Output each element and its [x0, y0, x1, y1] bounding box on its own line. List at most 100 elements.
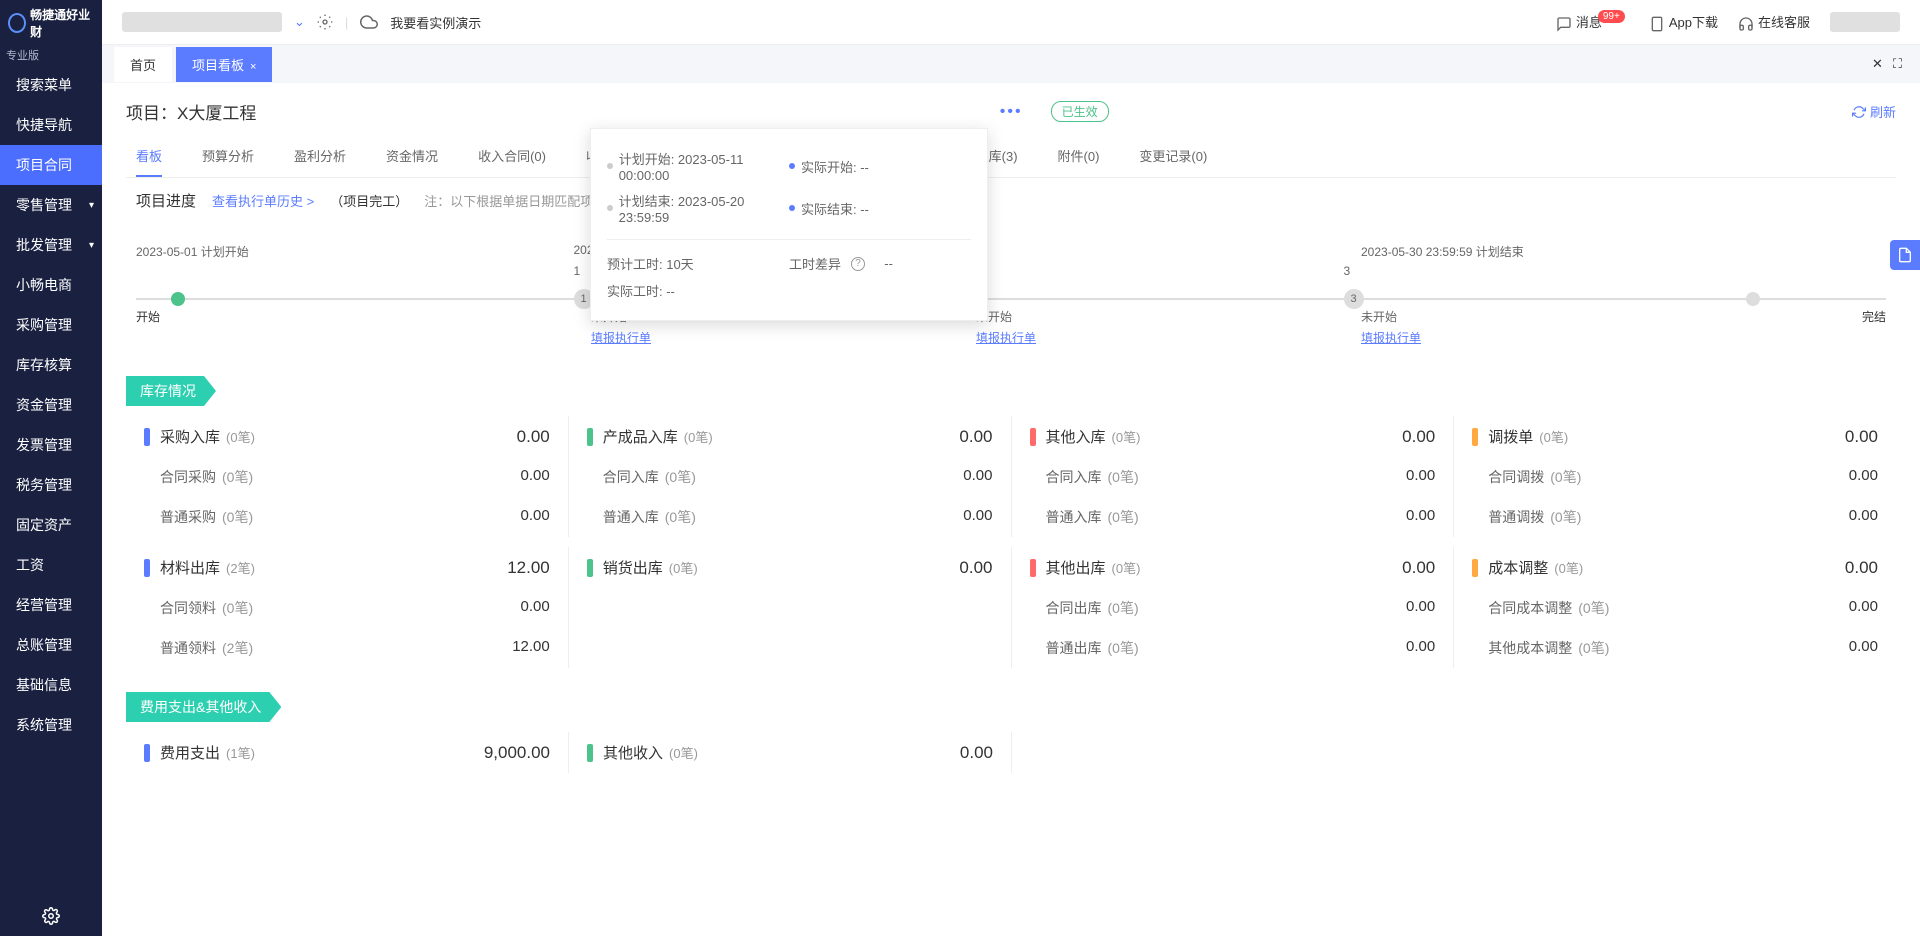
sidebar-item-2[interactable]: 项目合同	[0, 145, 102, 185]
tab-project-board[interactable]: 项目看板×	[176, 47, 272, 82]
card-row: 合同出库(0笔)0.00	[1030, 588, 1436, 628]
sidebar-item-6[interactable]: 采购管理	[0, 305, 102, 345]
sidebar-item-10[interactable]: 税务管理	[0, 465, 102, 505]
message-link[interactable]: 消息99+	[1556, 12, 1629, 32]
tl-end: 完结	[1746, 308, 1886, 325]
stat-card: 成本调整 (0笔) 0.00 合同成本调整(0笔)0.00其他成本调整(0笔)0.00	[1454, 547, 1896, 668]
subtab-3[interactable]: 资金情况	[386, 136, 438, 177]
tl-node-end	[1746, 292, 1760, 306]
sidebar-item-0[interactable]: 搜索菜单	[0, 65, 102, 105]
card-title: 销货出库	[603, 557, 663, 578]
tabs-expand-icon[interactable]: ⛶	[1893, 56, 1902, 72]
sidebar-item-7[interactable]: 库存核算	[0, 345, 102, 385]
card-row: 合同调拨(0笔)0.00	[1472, 457, 1878, 497]
tl-link-1[interactable]: 填报执行单	[591, 329, 976, 346]
subtab-1[interactable]: 预算分析	[202, 136, 254, 177]
card-count: (1笔)	[226, 743, 255, 762]
card-count: (0笔)	[1554, 558, 1583, 577]
history-link[interactable]: 查看执行单历史 >	[212, 191, 314, 210]
schedule-popover: 计划开始: 2023-05-11 00:00:00 实际开始: -- 计划结束:…	[590, 128, 988, 321]
account-blur	[122, 12, 282, 32]
subtab-11[interactable]: 变更记录(0)	[1139, 136, 1207, 177]
card-value: 0.00	[1402, 427, 1435, 447]
card-value: 0.00	[1845, 558, 1878, 578]
subtab-4[interactable]: 收入合同(0)	[478, 136, 546, 177]
sidebar-item-11[interactable]: 固定资产	[0, 505, 102, 545]
tab-home[interactable]: 首页	[114, 47, 172, 82]
msg-badge: 99+	[1598, 10, 1625, 23]
card-color-bar	[587, 744, 593, 762]
card-count: (0笔)	[669, 743, 698, 762]
card-row: 合同成本调整(0笔)0.00	[1472, 588, 1878, 628]
content: 项目：X大厦工程 ••• 已生效 刷新 看板预算分析盈利分析资金情况收入合同(0…	[102, 83, 1920, 936]
sidebar-item-4[interactable]: 批发管理▾	[0, 225, 102, 265]
tl-link-3[interactable]: 填报执行单	[1361, 329, 1746, 346]
demo-link[interactable]: 我要看实例演示	[390, 13, 481, 32]
card-title: 成本调整	[1488, 557, 1548, 578]
stat-card: 其他收入(0笔)0.00	[569, 732, 1012, 773]
card-value: 0.00	[959, 558, 992, 578]
card-value: 0.00	[1845, 427, 1878, 447]
tl-link-2[interactable]: 填报执行单	[976, 329, 1361, 346]
card-value: 0.00	[1402, 558, 1435, 578]
sidebar-item-1[interactable]: 快捷导航	[0, 105, 102, 145]
card-count: (0笔)	[1112, 558, 1141, 577]
card-row: 其他成本调整(0笔)0.00	[1472, 628, 1878, 668]
card-title: 其他出库	[1046, 557, 1106, 578]
card-color-bar	[144, 559, 150, 577]
settings-icon[interactable]	[0, 896, 102, 936]
tl-end-label: 2023-05-30 23:59:59 计划结束	[1361, 243, 1886, 260]
card-color-bar	[587, 559, 593, 577]
refresh-button[interactable]: 刷新	[1852, 102, 1896, 121]
help-icon[interactable]: ?	[851, 257, 865, 271]
card-color-bar	[144, 744, 150, 762]
tl-node-start	[171, 292, 185, 306]
float-notes-icon[interactable]	[1890, 240, 1920, 270]
brand-edition: 专业版	[0, 45, 102, 65]
card-row: 普通入库(0笔)0.00	[1030, 497, 1436, 537]
subtab-10[interactable]: 附件(0)	[1058, 136, 1100, 177]
sidebar-item-8[interactable]: 资金管理	[0, 385, 102, 425]
sidebar: 畅捷通好业财 专业版 搜索菜单快捷导航项目合同零售管理▾批发管理▾小畅电商采购管…	[0, 0, 102, 936]
app-download-link[interactable]: App下载	[1649, 12, 1718, 32]
subtab-0[interactable]: 看板	[136, 136, 162, 177]
card-color-bar	[1472, 428, 1478, 446]
dropdown-icon[interactable]: ⌄	[294, 14, 305, 30]
tl-node-3: 3	[1344, 289, 1364, 309]
page-title: 项目：X大厦工程	[126, 99, 256, 124]
card-title: 产成品入库	[603, 426, 678, 447]
user-blur	[1830, 12, 1900, 32]
tl-start-label: 2023-05-01 计划开始	[136, 243, 574, 260]
sidebar-item-13[interactable]: 经营管理	[0, 585, 102, 625]
card-value: 0.00	[517, 427, 550, 447]
card-row: 合同采购(0笔)0.00	[144, 457, 550, 497]
card-color-bar	[144, 428, 150, 446]
card-row: 普通领料(2笔)12.00	[144, 628, 550, 668]
sidebar-item-5[interactable]: 小畅电商	[0, 265, 102, 305]
card-row: 普通采购(0笔)0.00	[144, 497, 550, 537]
service-link[interactable]: 在线客服	[1738, 12, 1810, 32]
card-count: (0笔)	[226, 427, 255, 446]
sidebar-item-12[interactable]: 工资	[0, 545, 102, 585]
sidebar-item-9[interactable]: 发票管理	[0, 425, 102, 465]
logo: 畅捷通好业财	[0, 0, 102, 45]
card-row: 普通调拨(0笔)0.00	[1472, 497, 1878, 537]
stat-card: 其他入库(0笔)0.00合同入库(0笔)0.00普通入库(0笔)0.00	[1012, 416, 1455, 537]
card-color-bar	[1472, 559, 1478, 577]
stat-card: 材料出库(2笔)12.00合同领料(0笔)0.00普通领料(2笔)12.00	[126, 547, 569, 668]
card-row: 合同领料(0笔)0.00	[144, 588, 550, 628]
status-badge: 已生效	[1051, 101, 1109, 122]
sidebar-item-3[interactable]: 零售管理▾	[0, 185, 102, 225]
gear-icon[interactable]	[317, 14, 333, 30]
sidebar-item-14[interactable]: 总账管理	[0, 625, 102, 665]
close-icon[interactable]: ×	[250, 61, 256, 73]
sidebar-item-15[interactable]: 基础信息	[0, 665, 102, 705]
card-title: 费用支出	[160, 742, 220, 763]
sidebar-item-16[interactable]: 系统管理	[0, 705, 102, 745]
more-icon[interactable]: •••	[1000, 103, 1023, 121]
tabs-close-all-icon[interactable]: ✕	[1872, 56, 1883, 72]
stat-card: 费用支出(1笔)9,000.00	[126, 732, 569, 773]
section-tag-expense: 费用支出&其他收入	[126, 692, 281, 722]
subtab-2[interactable]: 盈利分析	[294, 136, 346, 177]
card-title: 材料出库	[160, 557, 220, 578]
